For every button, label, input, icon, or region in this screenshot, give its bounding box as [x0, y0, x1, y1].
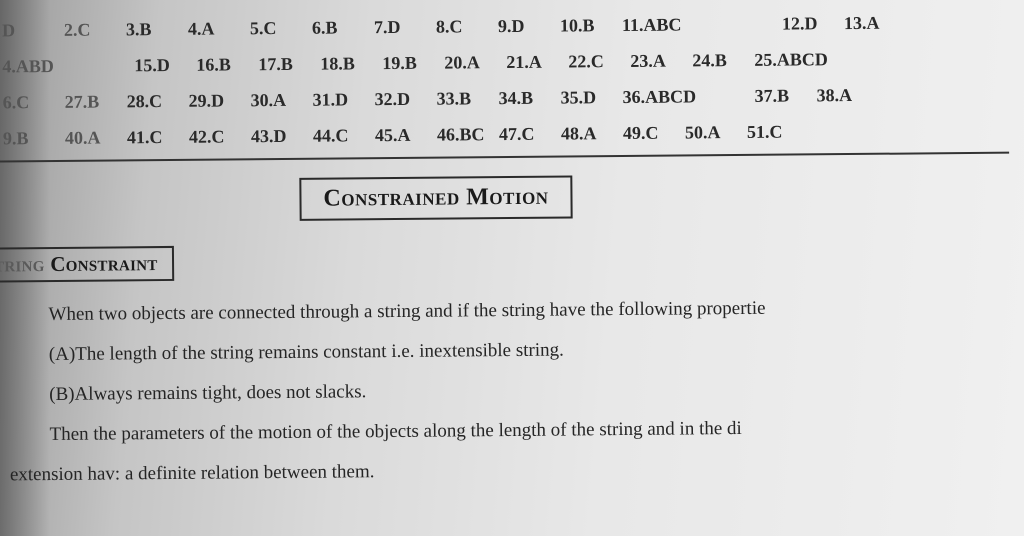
answer-cell: 51.C — [743, 113, 805, 150]
answer-cell: 33.B — [432, 80, 494, 117]
answer-cell: 25.ABCD — [750, 41, 870, 78]
answer-cell: 7.D — [370, 9, 432, 46]
answer-cell — [716, 6, 778, 43]
intro-paragraph: When two objects are connected through a… — [48, 287, 1024, 334]
answer-cell: 20.A — [440, 44, 502, 81]
answer-cell: 11.ABC — [618, 6, 716, 43]
answer-cell: 47.C — [495, 116, 557, 153]
answer-cell: 23.A — [626, 42, 688, 79]
section-title-box: Constrained Motion — [299, 175, 572, 220]
answer-cell: 16.B — [192, 46, 254, 83]
paragraph-line: Then the parameters of the motion of the… — [49, 407, 1024, 454]
answer-cell: 22.C — [564, 43, 626, 80]
answer-cell: 35.D — [556, 79, 618, 116]
answer-cell: 9.B — [0, 120, 61, 157]
answer-cell: 49.C — [619, 115, 681, 152]
answer-cell: 8.C — [432, 8, 494, 45]
answer-cell: 42.C — [185, 118, 247, 155]
answer-key-table: D 2.C 3.B 4.A 5.C 6.B 7.D 8.C 9.D 10.B 1… — [0, 3, 1024, 156]
answer-cell: 29.D — [184, 82, 246, 119]
answer-cell: 15.D — [130, 47, 192, 84]
answer-cell: 10.B — [556, 7, 618, 44]
subsection-title-part: Constraint — [45, 251, 158, 276]
answer-cell: 6.B — [308, 9, 370, 46]
answer-cell — [805, 113, 867, 150]
answer-cell: 38.A — [812, 77, 874, 114]
answer-cell: 37.B — [750, 77, 812, 114]
subsection-title-part: String — [0, 252, 45, 277]
answer-cell: 19.B — [378, 45, 440, 82]
answer-cell: 17.B — [254, 46, 316, 83]
answer-cell: 46.BC — [433, 116, 495, 153]
answer-cell: 21.A — [502, 44, 564, 81]
answer-cell: 32.D — [370, 81, 432, 118]
answer-cell: 28.C — [122, 83, 184, 120]
answer-cell: 12.D — [778, 5, 840, 42]
answer-cell: 30.A — [246, 82, 308, 119]
answer-cell: 6.C — [0, 84, 61, 121]
answer-cell: 36.ABCD — [618, 78, 742, 115]
answer-cell: 44.C — [309, 117, 371, 154]
paragraph-line: extension hav: a definite relation betwe… — [10, 447, 1024, 494]
answer-cell: 27.B — [60, 83, 122, 120]
answer-cell: 43.D — [247, 118, 309, 155]
answer-cell: 5.C — [246, 10, 308, 47]
answer-cell: 50.A — [681, 114, 743, 151]
answer-cell: 48.A — [557, 115, 619, 152]
page-content: D 2.C 3.B 4.A 5.C 6.B 7.D 8.C 9.D 10.B 1… — [0, 0, 1024, 517]
answer-cell: 24.B — [688, 42, 750, 79]
answer-cell: 13.A — [840, 5, 902, 42]
answer-cell: 45.A — [371, 117, 433, 154]
answer-cell: 3.B — [122, 11, 184, 48]
answer-cell: 2.C — [60, 11, 122, 48]
answer-cell: 9.D — [494, 8, 556, 45]
answer-cell: 40.A — [61, 119, 123, 156]
answer-cell: 31.D — [308, 81, 370, 118]
section-title: Constrained Motion — [323, 184, 548, 212]
answer-cell: 18.B — [316, 45, 378, 82]
answer-cell: 4.ABD — [0, 47, 122, 84]
list-item-b: (B)Always remains tight, does not slacks… — [49, 367, 1024, 414]
answer-row: 9.B 40.A 41.C 42.C 43.D 44.C 45.A 46.BC … — [0, 111, 1024, 156]
answer-cell: 41.C — [123, 119, 185, 156]
answer-cell — [870, 40, 932, 77]
answer-cell: 4.A — [184, 10, 246, 47]
answer-cell: D — [0, 12, 60, 49]
list-item-a: (A)The length of the string remains cons… — [49, 327, 1024, 374]
body-text: When two objects are connected through a… — [0, 287, 1024, 494]
answer-cell: 34.B — [494, 80, 556, 117]
subsection-title-box: String Constraint — [0, 246, 174, 283]
